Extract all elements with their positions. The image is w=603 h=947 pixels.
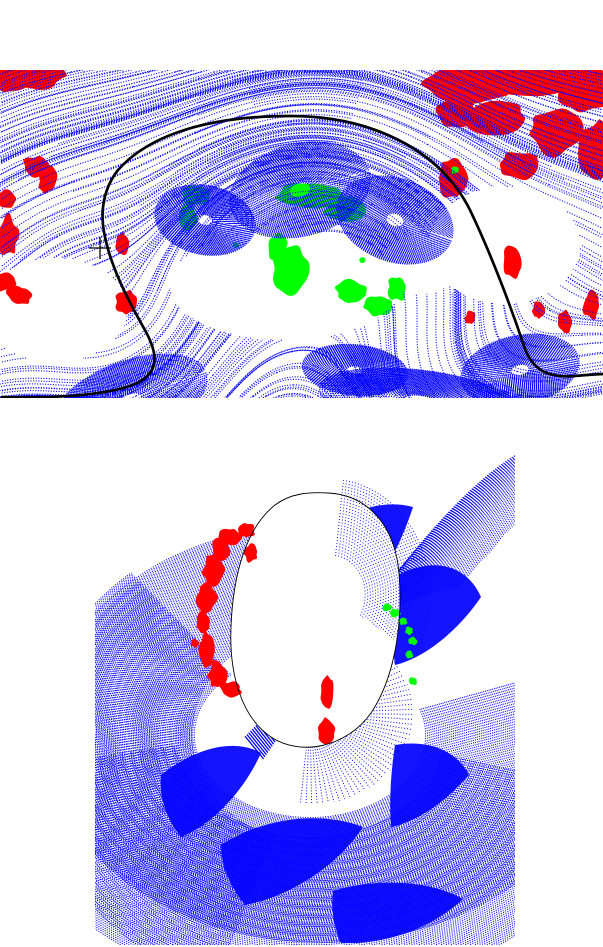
globe-contour-group [95,455,515,945]
orthographic-field-globe[interactable] [95,445,515,945]
contour-line-group [0,70,603,398]
globe-projection-svg [95,445,515,945]
crosshair-marker[interactable] [89,237,111,259]
map-projection-svg [0,70,603,398]
separatrix-group [0,114,603,398]
globe-outline-group [230,492,401,748]
globe-green-group [382,603,418,685]
equirectangular-field-map[interactable] [0,70,603,398]
globe-red-group [190,523,336,745]
